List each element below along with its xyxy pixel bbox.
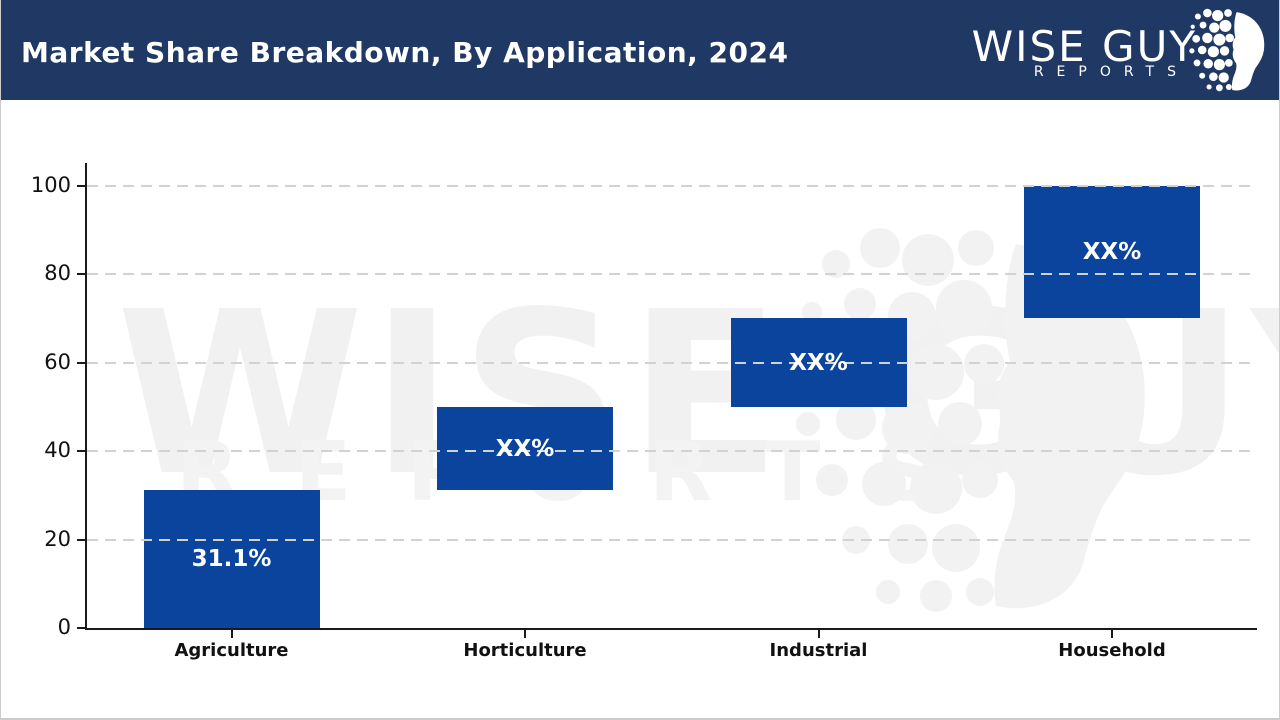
logo-reports: REPORTS [1033,64,1189,80]
x-tick-mark [1111,630,1113,638]
bar-horticulture [437,406,613,491]
y-tick-label: 80 [44,261,71,285]
x-label-agriculture: Agriculture [174,640,289,661]
bar-label-agriculture: 31.1% [191,546,272,573]
bar-agriculture [143,490,320,628]
logo: WISE GUY REPORTS [972,0,1267,100]
gridline-20 [87,538,1256,541]
y-tick-label: 40 [44,438,71,462]
y-tick-mark [77,450,85,452]
x-tick-mark [524,630,526,638]
y-tick-mark [77,184,85,187]
x-label-horticulture: Horticulture [463,640,587,661]
y-axis [85,163,87,630]
y-tick-mark [77,273,85,275]
y-tick-label: 0 [57,615,71,639]
bar-household [1024,185,1200,319]
y-tick-label: 60 [44,349,71,374]
y-tick-mark [77,361,85,364]
x-tick-mark [817,630,820,638]
gridline-80 [87,273,1256,275]
y-tick-label: 20 [44,526,71,551]
bar-label-industrial: XX% [789,349,848,376]
header: Market Share Breakdown, By Application, … [1,0,1279,100]
y-tick-label: 100 [30,172,71,197]
gridline-40 [87,450,1256,452]
bar-label-horticulture: XX% [495,435,555,462]
x-tick-mark [230,630,233,638]
x-label-industrial: Industrial [769,640,868,661]
dotted-head-icon [1189,8,1265,92]
bar-label-household: XX% [1082,238,1142,265]
y-tick-mark [77,627,85,629]
x-label-household: Household [1058,640,1166,661]
gridline-60 [87,361,1256,364]
logo-wordmark: WISE GUY [971,22,1197,71]
page-title: Market Share Breakdown, By Application, … [21,36,789,69]
y-tick-mark [77,538,85,541]
x-axis [85,628,1257,630]
gridline-100 [87,184,1256,187]
